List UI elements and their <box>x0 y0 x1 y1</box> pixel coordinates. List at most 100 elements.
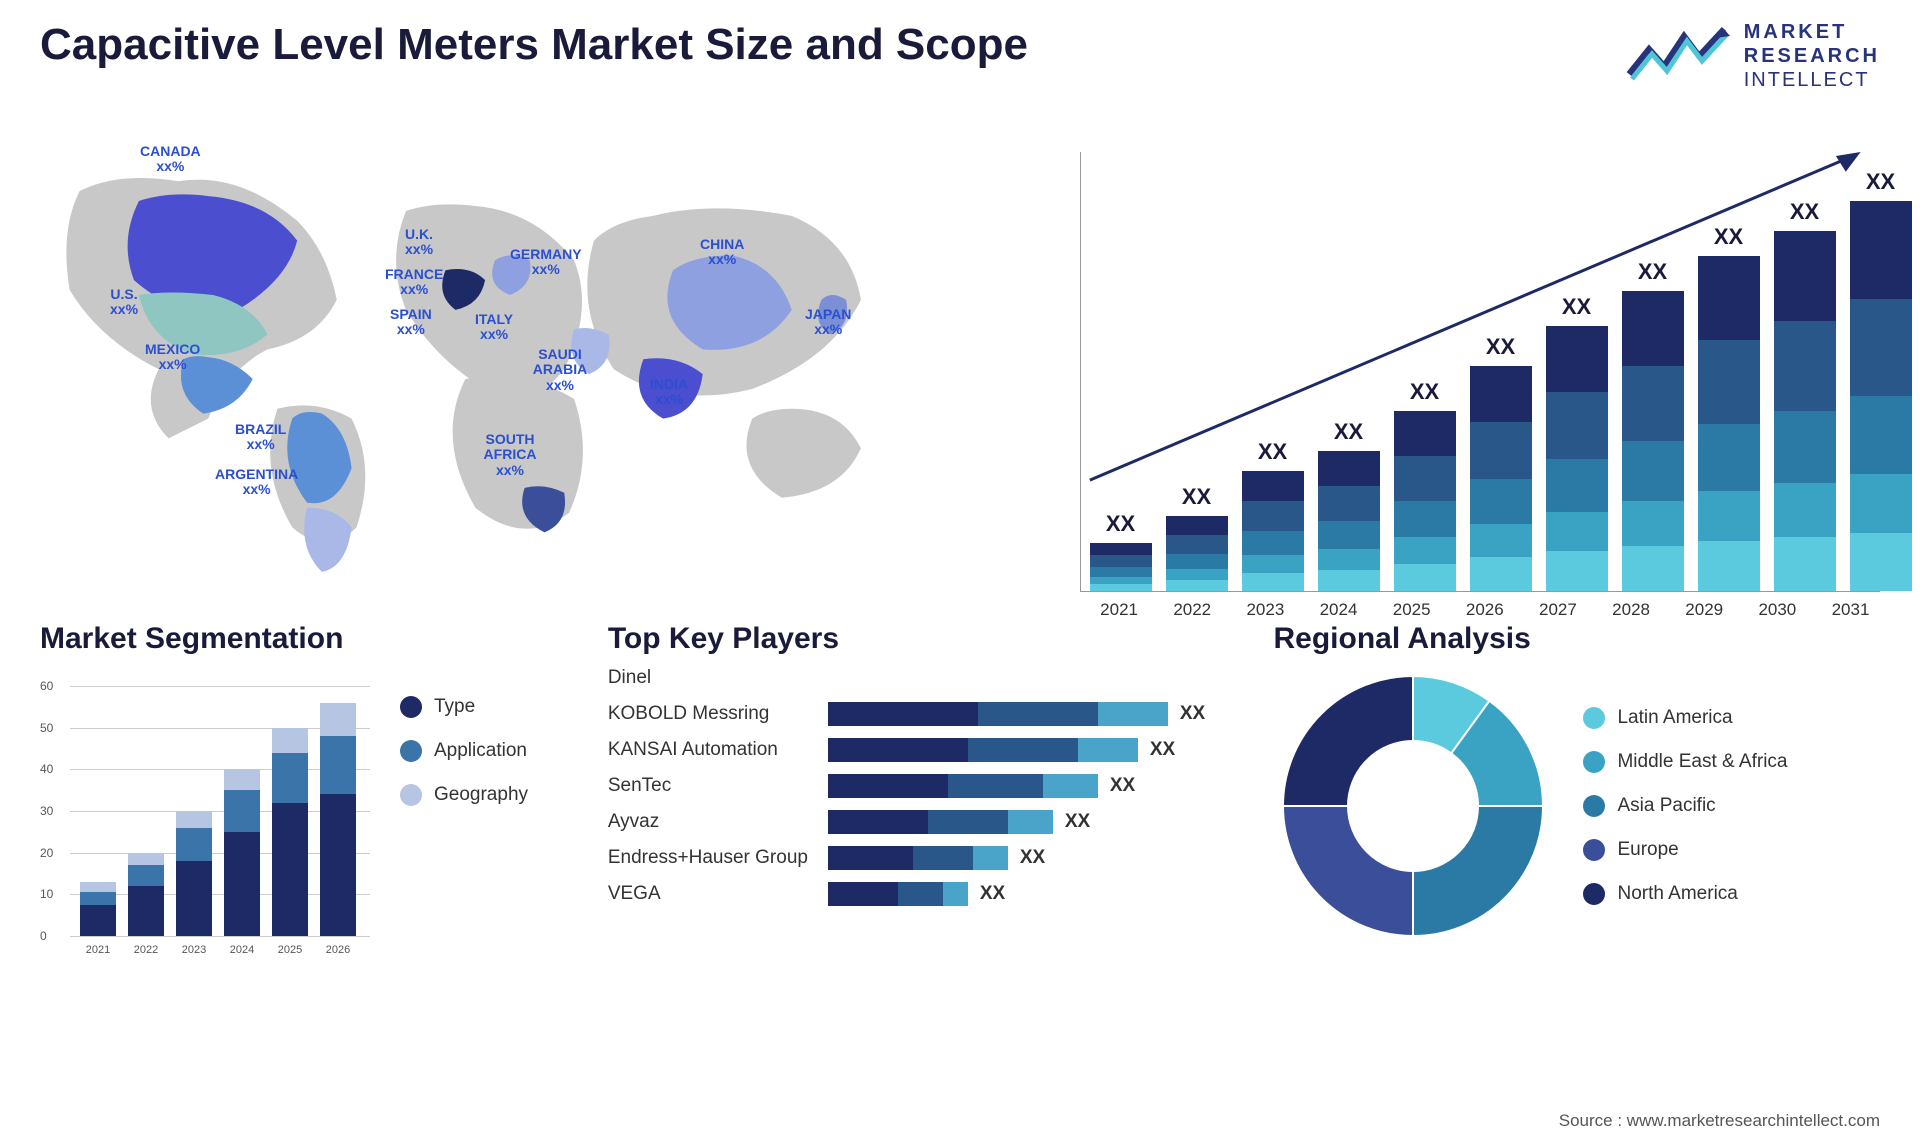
growth-bar-label: XX <box>1638 259 1667 285</box>
seg-legend-item: Application <box>400 740 528 762</box>
legend-dot-icon <box>1583 839 1605 861</box>
legend-dot-icon <box>1583 707 1605 729</box>
growth-bar: XX <box>1394 379 1456 591</box>
seg-bar <box>176 811 212 936</box>
seg-year-label: 2023 <box>176 944 212 956</box>
growth-bar-label: XX <box>1790 199 1819 225</box>
seg-legend-item: Geography <box>400 784 528 806</box>
player-row: KOBOLD MessringXX <box>608 702 1254 726</box>
growth-bar-label: XX <box>1714 224 1743 250</box>
growth-year-label: 2027 <box>1528 600 1587 620</box>
growth-year-label: 2030 <box>1748 600 1807 620</box>
player-value: XX <box>1150 739 1175 761</box>
player-value: XX <box>1020 847 1045 869</box>
legend-label: North America <box>1617 883 1737 905</box>
logo-icon <box>1624 24 1734 89</box>
seg-y-tick: 0 <box>40 929 47 943</box>
legend-dot-icon <box>1583 751 1605 773</box>
legend-dot-icon <box>400 740 422 762</box>
legend-dot-icon <box>1583 795 1605 817</box>
growth-bar: XX <box>1090 511 1152 591</box>
player-name: SenTec <box>608 775 828 797</box>
seg-year-label: 2024 <box>224 944 260 956</box>
seg-y-tick: 50 <box>40 721 53 735</box>
legend-dot-icon <box>400 696 422 718</box>
growth-bar: XX <box>1546 294 1608 591</box>
map-label: U.S.xx% <box>110 287 138 318</box>
player-value: XX <box>980 883 1005 905</box>
legend-label: Application <box>434 740 527 762</box>
player-row: Dinel <box>608 666 1254 690</box>
seg-bar <box>224 769 260 936</box>
regional-legend-item: Middle East & Africa <box>1583 751 1787 773</box>
map-label: MEXICOxx% <box>145 342 200 373</box>
player-bar <box>828 702 1168 726</box>
map-label: CHINAxx% <box>700 237 744 268</box>
growth-bar: XX <box>1698 224 1760 591</box>
player-name: KOBOLD Messring <box>608 703 828 725</box>
logo-text-3: INTELLECT <box>1744 68 1880 92</box>
player-name: Dinel <box>608 667 828 689</box>
player-row: KANSAI AutomationXX <box>608 738 1254 762</box>
growth-y-axis <box>1080 152 1081 592</box>
seg-year-label: 2022 <box>128 944 164 956</box>
player-bar <box>828 810 1053 834</box>
map-label: GERMANYxx% <box>510 247 582 278</box>
brand-logo: MARKET RESEARCH INTELLECT <box>1624 20 1880 92</box>
growth-bar: XX <box>1318 419 1380 591</box>
player-bar <box>828 846 1008 870</box>
player-name: Ayvaz <box>608 811 828 833</box>
growth-bar-label: XX <box>1410 379 1439 405</box>
page-title: Capacitive Level Meters Market Size and … <box>40 20 1028 70</box>
logo-text-2: RESEARCH <box>1744 44 1880 68</box>
growth-bar: XX <box>1166 484 1228 591</box>
legend-dot-icon <box>1583 883 1605 905</box>
growth-bar-label: XX <box>1334 419 1363 445</box>
seg-bar <box>272 728 308 936</box>
map-label: INDIAxx% <box>650 377 688 408</box>
seg-y-tick: 20 <box>40 846 53 860</box>
growth-year-label: 2026 <box>1455 600 1514 620</box>
legend-label: Latin America <box>1617 707 1732 729</box>
growth-bar-label: XX <box>1562 294 1591 320</box>
growth-bar: XX <box>1774 199 1836 591</box>
growth-bar-label: XX <box>1106 511 1135 537</box>
legend-label: Middle East & Africa <box>1617 751 1787 773</box>
growth-year-label: 2024 <box>1309 600 1368 620</box>
legend-label: Geography <box>434 784 528 806</box>
growth-year-label: 2021 <box>1090 600 1149 620</box>
regional-legend-item: Latin America <box>1583 707 1787 729</box>
legend-dot-icon <box>400 784 422 806</box>
players-title: Top Key Players <box>608 622 1254 656</box>
growth-year-label: 2025 <box>1382 600 1441 620</box>
regional-donut-chart <box>1273 666 1553 946</box>
map-label: ARGENTINAxx% <box>215 467 298 498</box>
seg-year-label: 2021 <box>80 944 116 956</box>
seg-y-tick: 10 <box>40 887 53 901</box>
logo-text-1: MARKET <box>1744 20 1880 44</box>
player-name: Endress+Hauser Group <box>608 847 828 869</box>
player-bar <box>828 882 968 906</box>
map-label: CANADAxx% <box>140 144 201 175</box>
source-caption: Source : www.marketresearchintellect.com <box>1559 1111 1880 1131</box>
growth-year-label: 2029 <box>1675 600 1734 620</box>
player-row: SenTecXX <box>608 774 1254 798</box>
segmentation-chart: 0102030405060202120222023202420252026 <box>40 666 370 956</box>
map-label: SPAINxx% <box>390 307 432 338</box>
seg-y-tick: 30 <box>40 804 53 818</box>
map-label: FRANCExx% <box>385 267 443 298</box>
growth-year-label: 2022 <box>1163 600 1222 620</box>
legend-label: Type <box>434 696 475 718</box>
regional-legend-item: Asia Pacific <box>1583 795 1787 817</box>
world-map-panel: CANADAxx%U.S.xx%MEXICOxx%BRAZILxx%ARGENT… <box>40 112 990 592</box>
map-label: JAPANxx% <box>805 307 851 338</box>
regional-legend-item: Europe <box>1583 839 1787 861</box>
seg-bar <box>320 703 356 936</box>
player-row: VEGAXX <box>608 882 1254 906</box>
map-label: SOUTH AFRICAxx% <box>470 432 550 478</box>
growth-bar-label: XX <box>1258 439 1287 465</box>
regional-panel: Regional Analysis Latin AmericaMiddle Ea… <box>1273 622 1880 956</box>
growth-bar-label: XX <box>1486 334 1515 360</box>
player-bar <box>828 738 1138 762</box>
segmentation-title: Market Segmentation <box>40 622 588 656</box>
